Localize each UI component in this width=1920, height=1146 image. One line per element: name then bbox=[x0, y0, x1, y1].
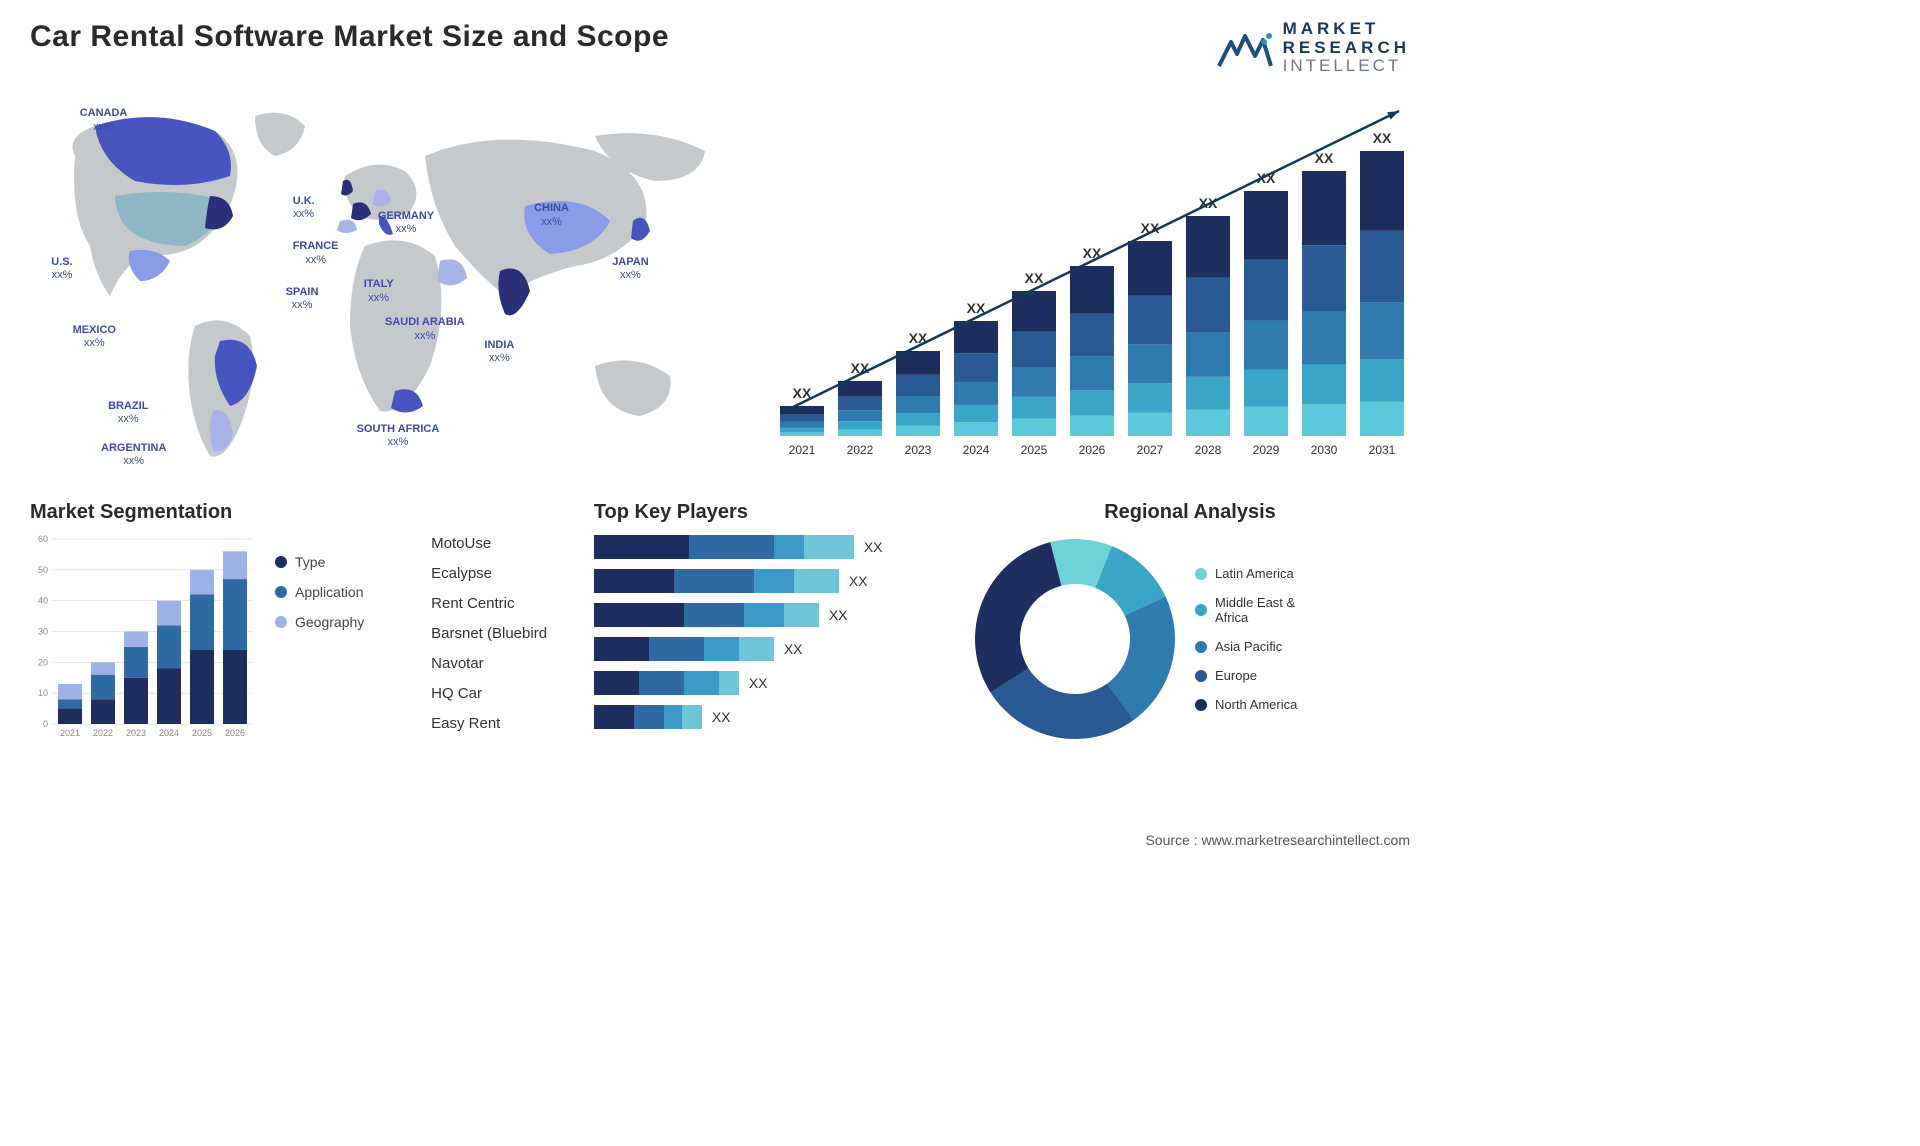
svg-text:2022: 2022 bbox=[847, 443, 874, 457]
legend-item: Asia Pacific bbox=[1195, 639, 1325, 654]
map-label: SAUDI ARABIAxx% bbox=[385, 316, 465, 342]
legend-item: Europe bbox=[1195, 668, 1325, 683]
player-name: Navotar bbox=[431, 649, 574, 679]
legend-item: North America bbox=[1195, 697, 1325, 712]
player-name: MotoUse bbox=[431, 529, 574, 559]
world-map: CANADAxx% U.S.xx% MEXICOxx% BRAZILxx% ARGENT… bbox=[30, 96, 740, 476]
map-label: ARGENTINAxx% bbox=[101, 442, 166, 468]
map-label: INDIAxx% bbox=[484, 339, 514, 365]
svg-text:2031: 2031 bbox=[1369, 443, 1396, 457]
logo-icon bbox=[1217, 26, 1273, 70]
key-players-panel: Top Key Players XX XX XX XX XX XX bbox=[594, 501, 950, 744]
player-name: Barsnet (Bluebird bbox=[431, 619, 574, 649]
logo-line2: RESEARCH bbox=[1283, 39, 1410, 58]
svg-text:0: 0 bbox=[43, 719, 48, 729]
segmentation-legend: Type Application Geography bbox=[275, 534, 364, 744]
svg-text:2025: 2025 bbox=[1021, 443, 1048, 457]
key-players-title: Top Key Players bbox=[594, 501, 950, 524]
svg-text:2027: 2027 bbox=[1137, 443, 1164, 457]
svg-text:2023: 2023 bbox=[126, 728, 146, 738]
player-name: HQ Car bbox=[431, 679, 574, 709]
map-label: ITALYxx% bbox=[364, 278, 394, 304]
key-players-chart: XX XX XX XX XX XX bbox=[594, 534, 884, 730]
map-label: U.S.xx% bbox=[51, 256, 72, 282]
kp-bar-row: XX bbox=[594, 568, 884, 594]
svg-text:2030: 2030 bbox=[1311, 443, 1338, 457]
map-label: JAPANxx% bbox=[612, 256, 648, 282]
svg-text:2025: 2025 bbox=[192, 728, 212, 738]
map-label: GERMANYxx% bbox=[378, 210, 434, 236]
map-label: CHINAxx% bbox=[534, 202, 569, 228]
player-name: Ecalypse bbox=[431, 559, 574, 589]
svg-text:XX: XX bbox=[1025, 270, 1044, 286]
kp-bar-row: XX bbox=[594, 670, 884, 696]
svg-text:30: 30 bbox=[38, 627, 48, 637]
svg-text:XX: XX bbox=[1373, 130, 1392, 146]
map-label: SPAINxx% bbox=[286, 286, 319, 312]
svg-text:2021: 2021 bbox=[789, 443, 816, 457]
map-label: U.K.xx% bbox=[293, 195, 315, 221]
legend-item: Geography bbox=[275, 614, 364, 630]
svg-text:50: 50 bbox=[38, 565, 48, 575]
regional-title: Regional Analysis bbox=[970, 501, 1410, 524]
svg-text:60: 60 bbox=[38, 534, 48, 544]
kp-bar-row: XX bbox=[594, 636, 884, 662]
logo-line3: INTELLECT bbox=[1283, 57, 1410, 76]
svg-text:2026: 2026 bbox=[1079, 443, 1106, 457]
svg-text:2023: 2023 bbox=[905, 443, 932, 457]
growth-bar-chart: XX2021XX2022XX2023XX2024XX2025XX2026XX20… bbox=[770, 96, 1410, 476]
map-label: SOUTH AFRICAxx% bbox=[357, 423, 440, 449]
svg-text:2022: 2022 bbox=[93, 728, 113, 738]
segmentation-panel: Market Segmentation 0 10 20 30 40 50 60 2021 202… bbox=[30, 501, 407, 744]
regional-panel: Regional Analysis Latin America Middle Ea… bbox=[970, 501, 1410, 744]
logo-line1: MARKET bbox=[1283, 20, 1410, 39]
map-label: BRAZILxx% bbox=[108, 400, 148, 426]
svg-text:10: 10 bbox=[38, 688, 48, 698]
legend-item: Application bbox=[275, 584, 364, 600]
svg-text:2021: 2021 bbox=[60, 728, 80, 738]
map-label: CANADAxx% bbox=[80, 107, 128, 133]
regional-legend: Latin America Middle East & Africa Asia Pa… bbox=[1195, 566, 1325, 712]
svg-text:2028: 2028 bbox=[1195, 443, 1222, 457]
page-title: Car Rental Software Market Size and Scop… bbox=[30, 20, 669, 54]
svg-text:20: 20 bbox=[38, 657, 48, 667]
svg-text:XX: XX bbox=[1315, 150, 1334, 166]
svg-text:2024: 2024 bbox=[963, 443, 990, 457]
kp-bar-row: XX bbox=[594, 602, 884, 628]
players-names-panel: MotoUseEcalypseRent CentricBarsnet (Blue… bbox=[427, 501, 574, 744]
player-name: Easy Rent bbox=[431, 709, 574, 739]
legend-item: Latin America bbox=[1195, 566, 1325, 581]
legend-item: Middle East & Africa bbox=[1195, 595, 1325, 625]
brand-logo: MARKET RESEARCH INTELLECT bbox=[1217, 20, 1410, 76]
kp-bar-row: XX bbox=[594, 704, 884, 730]
svg-text:2026: 2026 bbox=[225, 728, 245, 738]
players-list: MotoUseEcalypseRent CentricBarsnet (Blue… bbox=[427, 529, 574, 739]
svg-text:40: 40 bbox=[38, 596, 48, 606]
map-label: MEXICOxx% bbox=[73, 324, 116, 350]
source-attribution: Source : www.marketresearchintellect.com bbox=[1145, 832, 1410, 848]
legend-item: Type bbox=[275, 554, 364, 570]
segmentation-title: Market Segmentation bbox=[30, 501, 407, 524]
regional-donut bbox=[970, 534, 1180, 744]
segmentation-chart: 0 10 20 30 40 50 60 2021 2022 2023 2024 2025 2026 bbox=[30, 534, 260, 744]
map-label: FRANCExx% bbox=[293, 240, 339, 266]
kp-bar-row: XX bbox=[594, 534, 884, 560]
player-name: Rent Centric bbox=[431, 589, 574, 619]
svg-text:2029: 2029 bbox=[1253, 443, 1280, 457]
svg-text:2024: 2024 bbox=[159, 728, 179, 738]
